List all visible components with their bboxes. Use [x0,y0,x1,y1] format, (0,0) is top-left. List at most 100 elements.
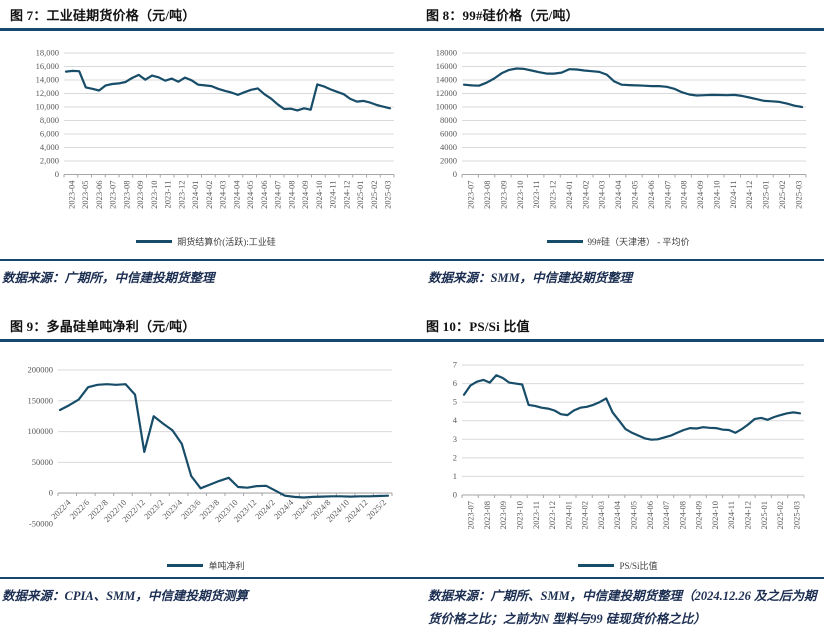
svg-text:2023-08: 2023-08 [121,181,131,209]
svg-text:2024-10: 2024-10 [314,181,324,209]
figure-10-chart: 0 1 2 3 4 5 6 7 2023-07 2023-08 2023-09 2023-10 2023… [453,360,805,529]
legend-label: PS/Si比值 [619,560,658,571]
svg-text:2024-06: 2024-06 [259,181,269,209]
figure-9-legend: 单吨净利 [0,559,412,571]
svg-text:2024-03: 2024-03 [597,181,607,209]
svg-text:2023-07: 2023-07 [466,181,476,209]
svg-text:12,000: 12,000 [36,88,59,98]
source-note: 数据来源：SMM，中信建投期货整理 [428,271,633,285]
svg-text:2023-12: 2023-12 [547,501,557,529]
title-divider [412,339,824,342]
svg-text:2024-04: 2024-04 [612,500,622,529]
svg-text:0: 0 [453,490,457,500]
svg-text:2024-03: 2024-03 [596,501,606,529]
figure-8-legend: 99#硅（天津港） - 平均价 [412,235,824,247]
svg-text:4000: 4000 [440,142,457,152]
svg-text:2024-12: 2024-12 [743,501,753,529]
svg-text:2023/6: 2023/6 [179,497,203,521]
svg-text:2024-01: 2024-01 [564,181,574,209]
svg-text:0: 0 [453,169,457,179]
svg-text:2024-01: 2024-01 [190,181,200,209]
svg-text:2024-07: 2024-07 [662,181,672,209]
svg-text:2025-02: 2025-02 [777,181,787,209]
svg-text:2024-10: 2024-10 [710,501,720,529]
panel-title: 图 9：多晶硅单吨净利（元/吨） [10,319,196,334]
svg-text:2025-02: 2025-02 [369,181,379,209]
svg-text:2024-09: 2024-09 [300,181,310,209]
svg-text:150000: 150000 [28,395,54,405]
figure-8-chart: 0 2000 4000 6000 8000 10000 12000 14000 16000 180… [436,48,807,209]
svg-text:0: 0 [55,169,59,179]
svg-text:2024-12: 2024-12 [341,181,351,209]
figure-9-chart: -500000500001000001500002000002022/42022… [28,365,393,529]
svg-text:2024-04: 2024-04 [613,180,623,209]
svg-text:2024-05: 2024-05 [245,181,255,209]
svg-text:0: 0 [49,488,53,498]
source-note: 数据来源：广期所、SMM，中信建投期货整理（2024.12.26 及之后为期货价… [428,589,817,627]
svg-text:2023-12: 2023-12 [176,181,186,209]
legend-label: 99#硅（天津港） - 平均价 [587,236,690,247]
panel-title: 图 10：PS/Si 比值 [426,319,530,334]
figure-7-chart: 0 2,000 4,000 6,000 8,000 10,000 12,000 14,000 1… [36,48,395,209]
svg-text:2025-01: 2025-01 [759,501,769,529]
legend-line-swatch-icon [578,563,615,567]
svg-text:2025-03: 2025-03 [793,181,803,209]
source-divider [412,577,824,579]
svg-text:2024-12: 2024-12 [744,181,754,209]
legend-line-swatch-icon [546,239,583,243]
svg-text:2023-08: 2023-08 [482,181,492,209]
svg-text:2023-07: 2023-07 [108,181,118,209]
figure-7-legend: 期货结算价(活跃):工业硅 [0,235,412,247]
svg-text:-50000: -50000 [29,519,53,529]
svg-text:6: 6 [453,378,457,388]
svg-text:1: 1 [453,471,457,481]
svg-text:2023-12: 2023-12 [548,181,558,209]
title-divider [0,28,412,31]
svg-text:8000: 8000 [440,115,457,125]
panel-figure-9: 图 9：多晶硅单吨净利（元/吨） -50000 0 50000 100000 15000… [0,306,412,630]
svg-text:18,000: 18,000 [36,48,59,58]
svg-text:4,000: 4,000 [40,142,59,152]
svg-text:2025-01: 2025-01 [761,181,771,209]
source-divider [0,259,412,261]
svg-text:2025-03: 2025-03 [791,501,801,529]
svg-text:2023-11: 2023-11 [531,501,541,529]
svg-text:2023-04: 2023-04 [66,180,76,209]
svg-text:2024-06: 2024-06 [646,181,656,209]
svg-text:2024-03: 2024-03 [218,181,228,209]
source-divider [0,577,412,579]
svg-text:2024-11: 2024-11 [728,181,738,209]
svg-text:14,000: 14,000 [36,75,59,85]
svg-text:2024-11: 2024-11 [328,181,338,209]
svg-text:16000: 16000 [436,61,457,71]
panel-figure-10: 图 10：PS/Si 比值 0 1 2 3 4 5 6 7 2023-07 2023-08 2023… [412,306,824,630]
svg-text:2024-02: 2024-02 [580,181,590,209]
svg-text:100000: 100000 [28,426,54,436]
svg-text:2023-09: 2023-09 [498,501,508,529]
panel-title: 图 7：工业硅期货价格（元/吨） [10,8,196,23]
svg-text:2024-06: 2024-06 [645,501,655,529]
svg-text:2: 2 [453,452,457,462]
svg-text:2025-03: 2025-03 [383,181,393,209]
title-divider [412,28,824,31]
svg-text:2024-04: 2024-04 [231,180,241,209]
svg-text:16,000: 16,000 [36,61,59,71]
legend-label: 期货结算价(活跃):工业硅 [177,236,276,247]
source-note: 数据来源：广期所，中信建投期货整理 [2,271,215,285]
svg-text:2025-01: 2025-01 [355,181,365,209]
source-note: 数据来源：CPIA、SMM，中信建投期货测算 [2,589,248,603]
panel-figure-7: 图 7：工业硅期货价格（元/吨） 0 2,000 4,000 6,000 8,000 10… [0,0,412,306]
svg-text:2024/6: 2024/6 [290,497,314,521]
svg-text:50000: 50000 [32,457,53,467]
figure-10-legend: PS/Si比值 [412,559,824,571]
svg-text:14000: 14000 [436,75,457,85]
svg-text:2023-08: 2023-08 [482,501,492,529]
legend-line-swatch-icon [167,563,204,567]
svg-text:2023-09: 2023-09 [498,181,508,209]
svg-text:2024-07: 2024-07 [273,181,283,209]
svg-text:8,000: 8,000 [40,115,59,125]
legend-label: 单吨净利 [208,560,245,571]
svg-text:2025/2: 2025/2 [364,497,388,521]
svg-text:2024-02: 2024-02 [580,501,590,529]
svg-text:2023-11: 2023-11 [163,181,173,209]
